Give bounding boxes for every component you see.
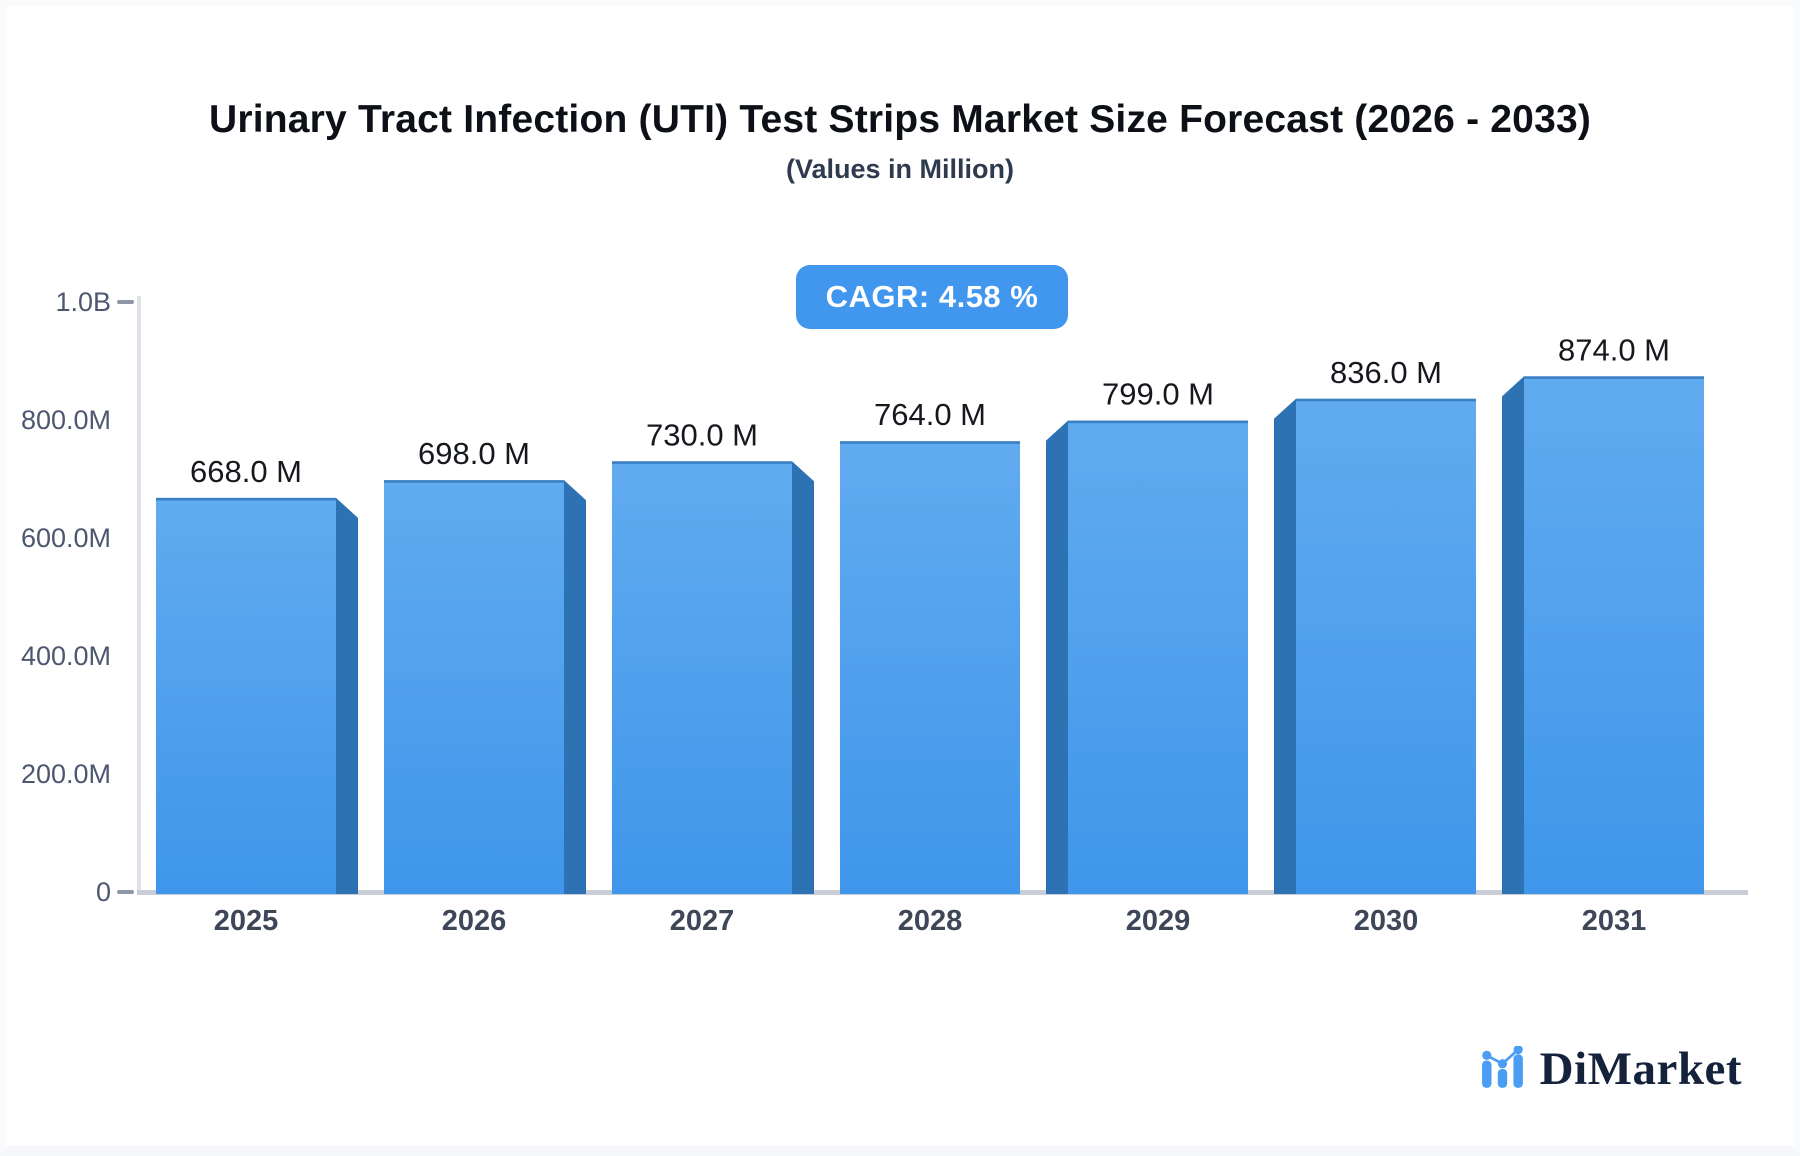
x-axis-label: 2029 bbox=[1126, 905, 1191, 937]
bar-value-label: 764.0 M bbox=[874, 397, 986, 432]
bar-value-label: 698.0 M bbox=[418, 436, 530, 471]
y-tick-mark bbox=[117, 890, 134, 894]
bar-value-label: 836.0 M bbox=[1330, 355, 1442, 390]
y-tick-label: 200.0M bbox=[21, 759, 111, 789]
bar-2030[interactable] bbox=[1296, 398, 1476, 894]
logo-text: DiMarket bbox=[1539, 1043, 1742, 1095]
y-tick-mark bbox=[117, 300, 134, 304]
y-tick-label: 800.0M bbox=[21, 405, 111, 435]
bar-2025[interactable] bbox=[156, 497, 336, 894]
y-tick-label: 0 bbox=[96, 877, 111, 907]
y-tick-label: 1.0B bbox=[55, 287, 111, 317]
bar-2028[interactable] bbox=[840, 441, 1020, 894]
y-axis-line bbox=[137, 296, 141, 894]
bar-side-3d bbox=[1046, 420, 1068, 894]
chart-subtitle: (Values in Million) bbox=[785, 154, 1015, 184]
x-axis-label: 2026 bbox=[442, 905, 507, 937]
bar-top-edge bbox=[612, 461, 792, 464]
bar-top-edge bbox=[1068, 420, 1248, 424]
bar-side-3d bbox=[792, 461, 814, 894]
bar-top-edge bbox=[384, 480, 564, 483]
bar-side-3d bbox=[1502, 376, 1524, 895]
brand-logo: DiMarket bbox=[1480, 1042, 1742, 1096]
bar-2029[interactable] bbox=[1068, 420, 1248, 894]
x-axis-label: 2030 bbox=[1354, 905, 1419, 937]
x-axis-label: 2025 bbox=[214, 905, 279, 937]
bar-2031[interactable] bbox=[1524, 376, 1704, 895]
plot-area: 0 200.0M 400.0M 600.0M 800.0M 1.0B 668.0 M 2025… bbox=[21, 287, 1748, 937]
bar-value-label: 799.0 M bbox=[1102, 377, 1214, 412]
bar-top-edge bbox=[156, 497, 336, 501]
bar-top-edge bbox=[840, 441, 1020, 444]
x-axis-label: 2028 bbox=[898, 905, 963, 937]
y-tick-label: 400.0M bbox=[21, 641, 111, 671]
bar-value-label: 668.0 M bbox=[190, 454, 302, 489]
y-tick-label: 600.0M bbox=[21, 523, 111, 553]
chart-title: Urinary Tract Infection (UTI) Test Strip… bbox=[208, 98, 1592, 141]
bar-side-3d bbox=[564, 480, 586, 894]
bar-side-3d bbox=[336, 497, 358, 894]
cagr-badge: CAGR: 4.58 % bbox=[796, 265, 1068, 329]
bar-2026[interactable] bbox=[384, 480, 564, 894]
chart-svg: 0 200.0M 400.0M 600.0M 800.0M 1.0B 668.0 M 2025… bbox=[21, 287, 1748, 937]
logo-bar-chart-trend-icon bbox=[1481, 1046, 1523, 1088]
cagr-badge-label: CAGR: 4.58 % bbox=[825, 279, 1039, 314]
bar-top-edge bbox=[1524, 376, 1704, 379]
bar-top-edge bbox=[1296, 398, 1476, 402]
bar-value-label: 874.0 M bbox=[1558, 332, 1670, 367]
x-axis-label: 2027 bbox=[670, 905, 735, 937]
x-axis-label: 2031 bbox=[1582, 905, 1647, 937]
bar-2027[interactable] bbox=[612, 461, 792, 894]
bar-value-label: 730.0 M bbox=[646, 417, 758, 452]
bar-side-3d bbox=[1274, 398, 1296, 894]
